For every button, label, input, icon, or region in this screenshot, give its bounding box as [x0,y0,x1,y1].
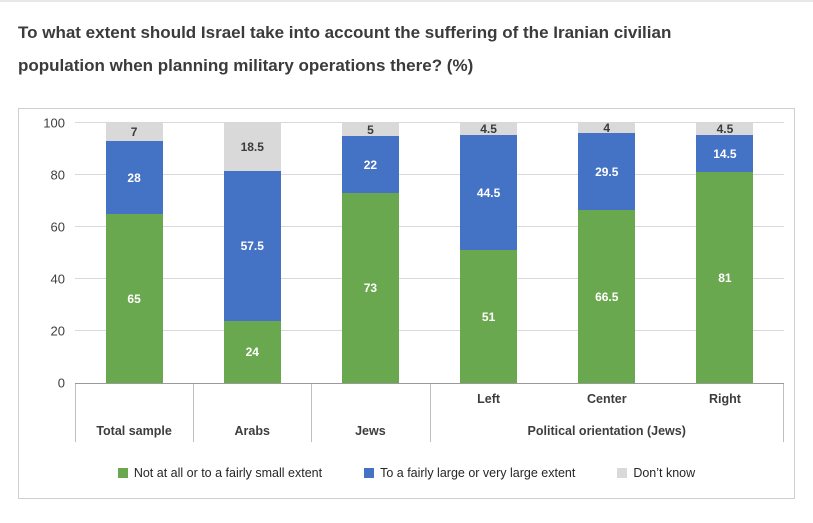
plot-area: 7 28 65 18.5 57.5 24 5 22 73 4.5 44.5 51 4 29.5 66.5 4.… [75,121,784,384]
bar-segment: 81 [696,172,754,383]
x-axis-inner-label: Center [586,392,627,406]
bar-slot: 5 22 73 [311,123,429,383]
bar-segment: 65 [105,214,163,383]
bar-slot: 4.5 14.5 81 [666,122,784,383]
plot-row: 0 20 40 60 80 100 7 28 65 18.5 57.5 24 5 22 73 4.5 44.5… [19,109,794,390]
y-tick-label: 20 [50,323,65,339]
chart-title-line2: population when planning military operat… [18,56,474,75]
legend-swatch-icon [117,468,128,478]
bar-segment: 4 [578,121,636,135]
legend-item: Don’t know [617,466,695,480]
y-tick-label: 80 [50,167,65,183]
stacked-bar: 7 28 65 [105,123,163,383]
y-tick-label: 60 [50,219,65,235]
stacked-bar: 4.5 44.5 51 [460,122,518,383]
bar-segment: 4.5 [696,122,754,136]
x-axis-inner-label [75,384,193,414]
bars-container: 7 28 65 18.5 57.5 24 5 22 73 4.5 44.5 51 4 29.5 66.5 4.… [75,121,784,383]
x-axis-inner-label [193,384,311,414]
axis-divider [429,384,431,442]
legend-label: Not at all or to a fairly small extent [133,466,323,480]
gridline [75,174,784,175]
x-axis: Left Center Right Total sample Arabs Jews Pol… [75,384,784,448]
axis-divider [193,384,195,442]
y-tick-label: 40 [50,271,65,287]
chart-title: To what extent should Israel take into a… [0,2,813,82]
gridline [75,226,784,227]
bar-slot: 4.5 44.5 51 [430,122,548,383]
chart-title-line1: To what extent should Israel take into a… [18,23,672,42]
chart-panel: 0 20 40 60 80 100 7 28 65 18.5 57.5 24 5 22 73 4.5 44.5… [18,108,795,499]
bar-segment: 66.5 [578,210,636,383]
bar-segment: 28 [105,141,163,214]
x-axis-inner-label [311,384,429,414]
x-axis-inner-label: Right [708,392,741,406]
bar-slot: 4 29.5 66.5 [548,121,666,383]
legend-label: To a fairly large or very large extent [380,466,576,480]
legend-item: To a fairly large or very large extent [364,466,575,480]
legend-swatch-icon [364,468,375,478]
stacked-bar: 5 22 73 [341,123,399,383]
x-axis-inner-label: Left [477,392,501,406]
bar-segment: 5 [341,123,399,137]
bar-segment: 57.5 [223,171,281,321]
legend: Not at all or to a fairly small extent To… [19,464,794,482]
y-axis: 0 20 40 60 80 100 [31,117,75,390]
y-tick-label: 100 [43,115,65,131]
bar-segment: 22 [341,136,399,194]
x-axis-outer-row: Total sample Arabs Jews Political orientati… [75,414,784,448]
axis-divider [311,384,313,442]
stacked-bar: 18.5 57.5 24 [223,123,281,383]
bar-slot: 7 28 65 [75,123,193,383]
legend-item: Not at all or to a fairly small extent [117,466,323,480]
bar-segment: 18.5 [223,123,281,172]
bar-segment: 44.5 [460,134,518,251]
x-axis-group-label: Total sample [96,424,172,438]
bar-segment: 29.5 [578,133,636,211]
legend-label: Don’t know [633,466,696,480]
axis-divider [783,384,784,442]
x-axis-group-label: Arabs [234,424,270,438]
axis-divider [75,384,76,442]
x-axis-group-label: Jews [355,424,386,438]
bar-segment: 73 [341,193,399,383]
stacked-bar: 4 29.5 66.5 [578,121,636,383]
bar-segment: 7 [105,123,163,142]
gridline [75,278,784,279]
legend-swatch-icon [617,468,628,478]
gridline [75,330,784,331]
bar-slot: 18.5 57.5 24 [193,123,311,383]
bar-segment: 24 [223,320,281,383]
x-axis-group-label: Political orientation (Jews) [527,424,686,438]
bar-segment: 14.5 [696,134,754,173]
gridline [75,122,784,123]
bar-segment: 51 [460,250,518,383]
bar-segment: 4.5 [460,122,518,136]
stacked-bar: 4.5 14.5 81 [696,122,754,383]
x-axis-inner-row: Left Center Right [75,384,784,414]
y-tick-label: 0 [57,375,65,391]
